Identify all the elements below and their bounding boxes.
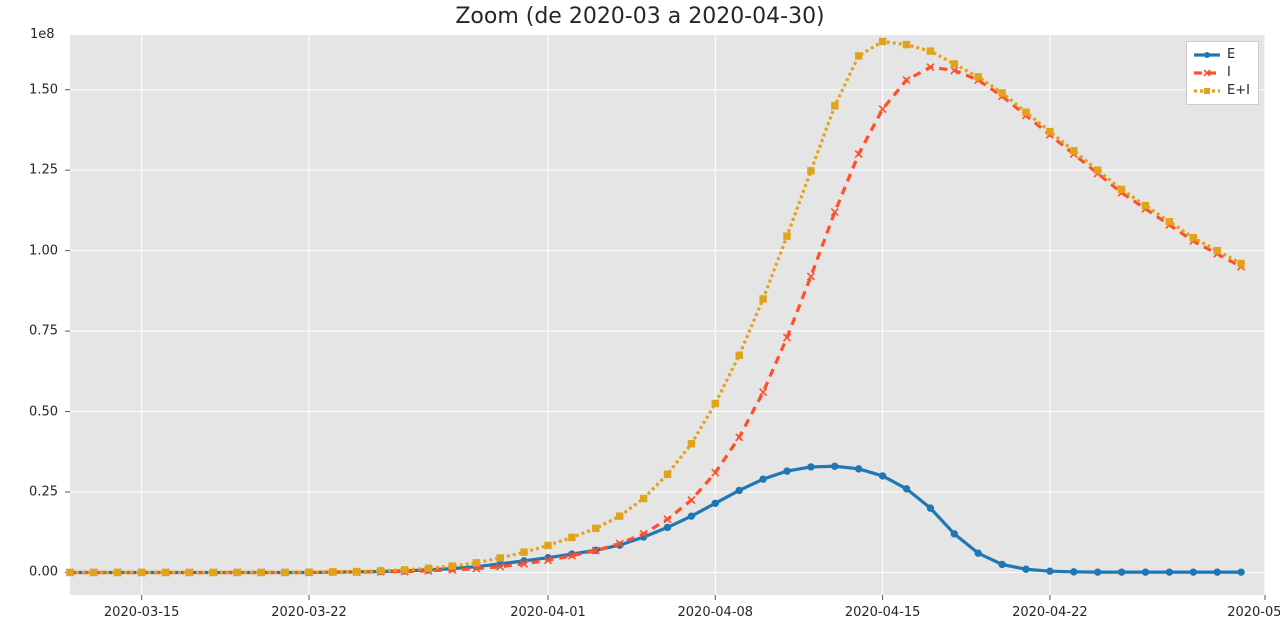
xtick-label: 2020-03-15 [104,605,180,620]
plot-svg [70,35,1265,595]
ytick-label: 0.25 [26,485,58,500]
y-exponent-label: 1e8 [30,27,55,42]
chart-title: Zoom (de 2020-03 a 2020-04-30) [0,4,1280,29]
legend-label: E [1227,46,1235,64]
series-E+I [70,41,1241,572]
legend-item-E: E [1193,46,1250,64]
xtick-label: 2020-04-08 [678,605,754,620]
legend-label: I [1227,64,1231,82]
chart-figure: Zoom (de 2020-03 a 2020-04-30) 1e8 EIE+I… [0,0,1280,640]
ytick-label: 0.50 [26,404,58,419]
xtick-label: 2020-03-22 [271,605,347,620]
legend-item-E+I: E+I [1193,82,1250,100]
legend-item-I: I [1193,64,1250,82]
legend-label: E+I [1227,82,1250,100]
plot-area: EIE+I [70,35,1265,595]
xtick-label: 2020-04-22 [1012,605,1088,620]
ytick-label: 1.00 [26,243,58,258]
ytick-label: 0.00 [26,565,58,580]
series-E [70,466,1241,572]
ytick-label: 0.75 [26,324,58,339]
xtick-label: 2020-04-15 [845,605,921,620]
ytick-label: 1.25 [26,163,58,178]
ytick-label: 1.50 [26,82,58,97]
legend: EIE+I [1186,41,1259,105]
xtick-label: 2020-04-01 [510,605,586,620]
xtick-label: 2020-05-01 [1227,605,1280,620]
series-I [70,67,1241,572]
